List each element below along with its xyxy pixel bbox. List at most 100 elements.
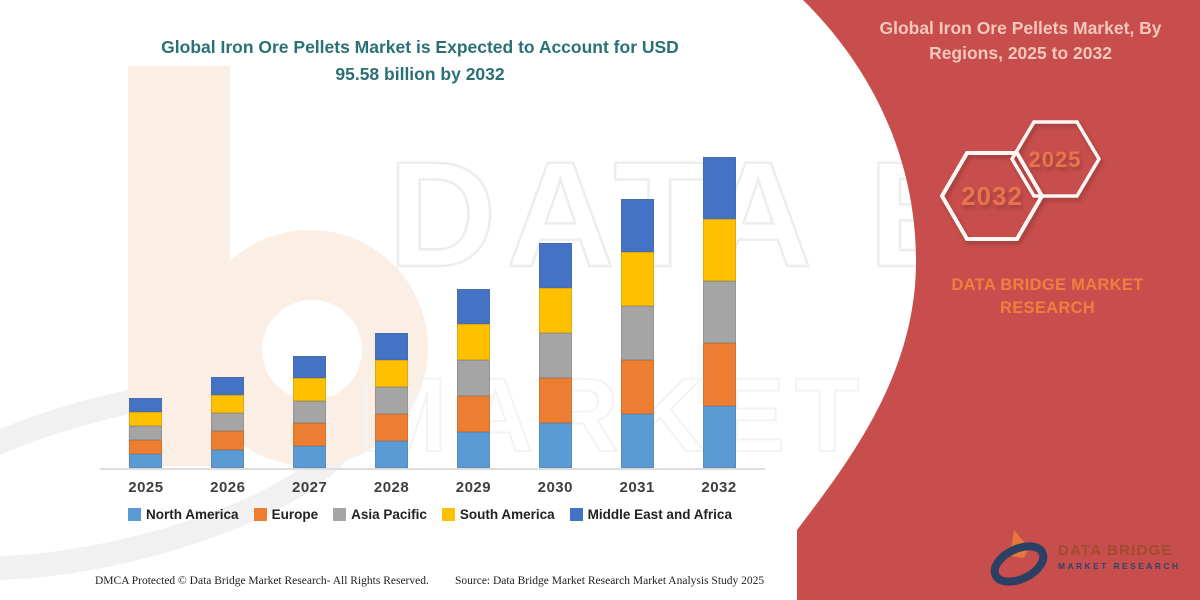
x-axis-label-2031: 2031 <box>619 479 655 496</box>
bar-segment-2031-north-america <box>620 414 654 468</box>
legend-swatch-asia-pacific <box>333 508 347 521</box>
bar-segment-2032-north-america <box>702 405 736 468</box>
bar-segment-2028-south-america <box>375 359 409 387</box>
bar-column-2026 <box>187 156 269 468</box>
bar-segment-2027-middle-east-and-africa <box>293 355 327 378</box>
bar-segment-2028-north-america <box>375 440 409 468</box>
bar-2028 <box>375 332 409 468</box>
bar-segment-2031-middle-east-and-africa <box>620 198 654 253</box>
x-axis-label-2028: 2028 <box>373 479 410 496</box>
bar-segment-2027-asia-pacific <box>293 400 327 423</box>
bar-column-2027 <box>269 156 351 468</box>
bar-segment-2030-asia-pacific <box>538 333 572 378</box>
legend-label-north-america: North America <box>146 507 239 522</box>
bar-column-2028 <box>351 156 433 468</box>
bar-segment-2032-south-america <box>702 218 736 282</box>
bar-segment-2029-north-america <box>456 432 490 468</box>
bar-segment-2025-europe <box>129 440 163 454</box>
bar-segment-2031-europe <box>620 360 654 415</box>
logo-subtitle: MARKET RESEARCH <box>1058 560 1181 571</box>
bar-2030 <box>538 243 572 468</box>
bar-segment-2030-europe <box>538 378 572 423</box>
hexagon-2032-label: 2032 <box>961 181 1023 211</box>
chart-title-line2: 95.58 billion by 2032 <box>335 64 505 85</box>
bar-segment-2032-europe <box>702 343 736 406</box>
bar-segment-2025-asia-pacific <box>129 426 163 440</box>
bar-segment-2032-middle-east-and-africa <box>702 156 736 219</box>
bar-segment-2030-north-america <box>538 423 572 468</box>
x-axis-label-2029: 2029 <box>455 479 492 496</box>
bar-segment-2030-south-america <box>538 288 572 333</box>
legend-swatch-south-america <box>441 508 455 521</box>
bar-segment-2025-north-america <box>129 454 163 468</box>
x-axis-label-2027: 2027 <box>292 479 328 496</box>
bar-2026 <box>211 376 245 468</box>
plot-area <box>105 156 760 468</box>
bar-2031 <box>620 198 654 468</box>
data-bridge-logo-icon <box>990 530 1048 586</box>
bar-2032 <box>702 156 736 468</box>
bar-segment-2027-europe <box>293 423 327 446</box>
legend-swatch-middle-east-and-africa <box>569 508 583 521</box>
footer-source: Source: Data Bridge Market Research Mark… <box>455 575 765 587</box>
bar-segment-2032-asia-pacific <box>702 281 736 344</box>
bar-segment-2025-south-america <box>129 412 163 426</box>
watermark-b-bowl-hole <box>262 300 362 400</box>
bar-segment-2028-middle-east-and-africa <box>375 332 409 360</box>
legend-swatch-north-america <box>128 508 142 521</box>
legend-label-south-america: South America <box>459 507 555 522</box>
legend-item-south-america: South America <box>441 507 555 522</box>
legend-label-europe: Europe <box>271 507 319 522</box>
legend-item-north-america: North America <box>128 507 239 522</box>
brand-text: DATA BRIDGE MARKET RESEARCH <box>951 276 1144 318</box>
bar-segment-2031-asia-pacific <box>620 306 654 361</box>
watermark-text-row2: MARKET <box>359 356 870 475</box>
bar-column-2032 <box>678 156 760 468</box>
bar-segment-2026-south-america <box>211 394 245 414</box>
hexagon-2025 <box>1009 120 1102 198</box>
bar-segment-2030-middle-east-and-africa <box>538 243 572 288</box>
bar-segment-2026-asia-pacific <box>211 413 245 432</box>
logo-swoosh-ring <box>990 542 1048 586</box>
data-bridge-logo: DATA BRIDGE MARKET RESEARCH <box>988 516 1198 596</box>
legend: North America Europe Asia Pacific South Ame… <box>88 507 772 522</box>
bar-column-2031 <box>596 156 678 468</box>
side-panel-title: Global Iron Ore Pellets Market, By Regio… <box>879 18 1162 64</box>
bar-segment-2029-europe <box>456 396 490 433</box>
bar-segment-2027-south-america <box>293 378 327 401</box>
bar-segment-2028-asia-pacific <box>375 386 409 414</box>
bar-segment-2027-north-america <box>293 445 327 468</box>
legend-item-middle-east-and-africa: Middle East and Africa <box>569 507 732 522</box>
legend-item-europe: Europe <box>253 507 319 522</box>
x-axis-line <box>100 468 765 470</box>
footer-copyright: DMCA Protected © Data Bridge Market Rese… <box>95 575 429 587</box>
bar-2029 <box>456 288 490 468</box>
x-axis-label-2030: 2030 <box>537 479 573 496</box>
legend-swatch-europe <box>253 508 267 521</box>
chart-title: Global Iron Ore Pellets Market is Expect… <box>110 34 730 88</box>
bar-column-2029 <box>433 156 515 468</box>
bar-segment-2026-europe <box>211 431 245 450</box>
bar-2027 <box>293 355 327 468</box>
bar-segment-2029-asia-pacific <box>456 360 490 397</box>
bar-segment-2029-south-america <box>456 324 490 361</box>
bar-segment-2025-middle-east-and-africa <box>129 398 163 412</box>
bar-segment-2026-middle-east-and-africa <box>211 376 245 395</box>
x-axis-label-2032: 2032 <box>701 479 737 496</box>
bar-segment-2026-north-america <box>211 449 245 468</box>
x-axis-label-2026: 2026 <box>210 479 246 496</box>
bar-column-2025 <box>105 156 187 468</box>
bar-segment-2029-middle-east-and-africa <box>456 288 490 325</box>
x-axis-labels: 2025 2026 2027 2028 2029 2030 2031 2032 <box>105 479 760 496</box>
bar-column-2030 <box>514 156 596 468</box>
bar-segment-2031-south-america <box>620 252 654 307</box>
bar-2025 <box>129 398 163 468</box>
logo-title: DATA BRIDGE <box>1058 541 1173 559</box>
legend-label-middle-east-and-africa: Middle East and Africa <box>587 507 732 522</box>
logo-text-block: DATA BRIDGE MARKET RESEARCH <box>1058 542 1180 571</box>
legend-item-asia-pacific: Asia Pacific <box>333 507 427 522</box>
